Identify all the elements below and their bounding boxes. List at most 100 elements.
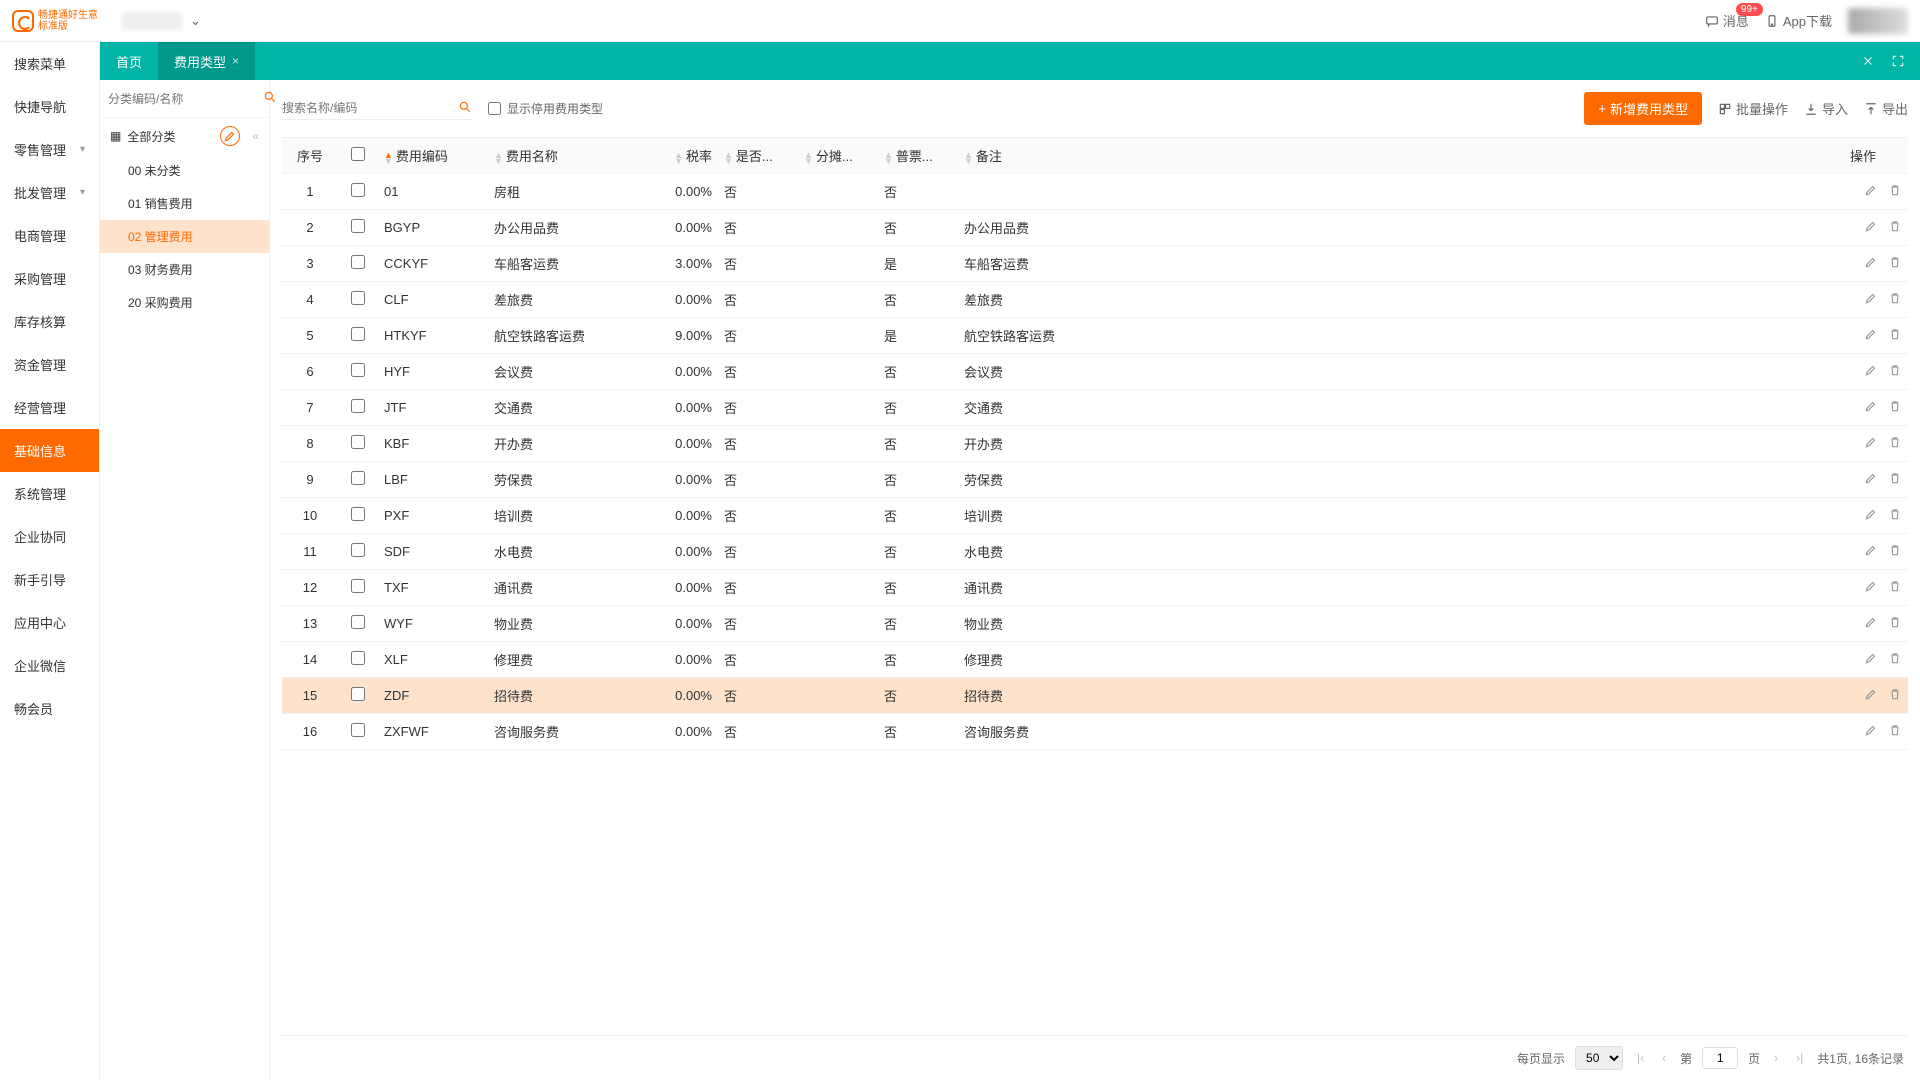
select-all-checkbox[interactable] bbox=[351, 147, 365, 161]
table-row[interactable]: 8KBF开办费0.00%否否开办费 bbox=[282, 426, 1908, 462]
edit-icon[interactable] bbox=[1864, 615, 1878, 632]
show-disabled-checkbox[interactable]: 显示停用费用类型 bbox=[488, 100, 603, 117]
edit-icon[interactable] bbox=[1864, 543, 1878, 560]
delete-icon[interactable] bbox=[1888, 183, 1902, 200]
edit-icon[interactable] bbox=[1864, 435, 1878, 452]
row-checkbox[interactable] bbox=[351, 399, 365, 413]
delete-icon[interactable] bbox=[1888, 363, 1902, 380]
search-icon[interactable] bbox=[458, 100, 472, 117]
edit-icon[interactable] bbox=[1864, 255, 1878, 272]
sidebar-item[interactable]: 快捷导航 bbox=[0, 85, 99, 128]
sidebar-item[interactable]: 系统管理 bbox=[0, 472, 99, 515]
table-row[interactable]: 101房租0.00%否否 bbox=[282, 174, 1908, 210]
per-page-select[interactable]: 50 bbox=[1575, 1046, 1623, 1070]
sidebar-item[interactable]: 企业协同 bbox=[0, 515, 99, 558]
category-item[interactable]: 03 财务费用 bbox=[100, 253, 269, 286]
edit-category-button[interactable] bbox=[220, 126, 240, 146]
edit-icon[interactable] bbox=[1864, 363, 1878, 380]
pager-first-icon[interactable]: |‹ bbox=[1633, 1051, 1648, 1065]
edit-icon[interactable] bbox=[1864, 399, 1878, 416]
collapse-panel-icon[interactable]: « bbox=[252, 129, 259, 143]
sidebar-item[interactable]: 搜索菜单 bbox=[0, 42, 99, 85]
sidebar-item[interactable]: 企业微信 bbox=[0, 644, 99, 687]
show-disabled-checkbox-input[interactable] bbox=[488, 102, 501, 115]
row-checkbox[interactable] bbox=[351, 543, 365, 557]
user-avatar-blurred[interactable] bbox=[1848, 8, 1908, 34]
pager-last-icon[interactable]: ›| bbox=[1792, 1051, 1807, 1065]
table-row[interactable]: 10PXF培训费0.00%否否培训费 bbox=[282, 498, 1908, 534]
tab-close-all-icon[interactable] bbox=[1858, 51, 1878, 71]
table-row[interactable]: 12TXF通讯费0.00%否否通讯费 bbox=[282, 570, 1908, 606]
batch-action-button[interactable]: 批量操作 bbox=[1718, 99, 1788, 118]
export-button[interactable]: 导出 bbox=[1864, 99, 1908, 118]
delete-icon[interactable] bbox=[1888, 579, 1902, 596]
import-button[interactable]: 导入 bbox=[1804, 99, 1848, 118]
col-name[interactable]: ▲▼费用名称 bbox=[488, 138, 638, 174]
edit-icon[interactable] bbox=[1864, 687, 1878, 704]
table-row[interactable]: 6HYF会议费0.00%否否会议费 bbox=[282, 354, 1908, 390]
fullscreen-icon[interactable] bbox=[1888, 51, 1908, 71]
edit-icon[interactable] bbox=[1864, 183, 1878, 200]
sidebar-item[interactable]: 零售管理▾ bbox=[0, 128, 99, 171]
row-checkbox[interactable] bbox=[351, 579, 365, 593]
row-checkbox[interactable] bbox=[351, 435, 365, 449]
sidebar-item[interactable]: 新手引导 bbox=[0, 558, 99, 601]
category-item[interactable]: 02 管理费用 bbox=[100, 220, 269, 253]
category-search-input[interactable] bbox=[108, 92, 263, 106]
edit-icon[interactable] bbox=[1864, 327, 1878, 344]
table-row[interactable]: 14XLF修理费0.00%否否修理费 bbox=[282, 642, 1908, 678]
col-ticket[interactable]: ▲▼普票... bbox=[878, 138, 958, 174]
app-download-button[interactable]: App下载 bbox=[1765, 11, 1832, 30]
delete-icon[interactable] bbox=[1888, 471, 1902, 488]
row-checkbox[interactable] bbox=[351, 327, 365, 341]
delete-icon[interactable] bbox=[1888, 687, 1902, 704]
sidebar-item[interactable]: 资金管理 bbox=[0, 343, 99, 386]
table-row[interactable]: 15ZDF招待费0.00%否否招待费 bbox=[282, 678, 1908, 714]
sidebar-item[interactable]: 采购管理 bbox=[0, 257, 99, 300]
table-row[interactable]: 5HTKYF航空铁路客运费9.00%否是航空铁路客运费 bbox=[282, 318, 1908, 354]
message-button[interactable]: 消息 99+ bbox=[1705, 11, 1749, 30]
col-remark[interactable]: ▲▼备注 bbox=[958, 138, 1818, 174]
row-checkbox[interactable] bbox=[351, 363, 365, 377]
row-checkbox[interactable] bbox=[351, 723, 365, 737]
row-checkbox[interactable] bbox=[351, 651, 365, 665]
edit-icon[interactable] bbox=[1864, 291, 1878, 308]
edit-icon[interactable] bbox=[1864, 579, 1878, 596]
edit-icon[interactable] bbox=[1864, 507, 1878, 524]
delete-icon[interactable] bbox=[1888, 435, 1902, 452]
edit-icon[interactable] bbox=[1864, 723, 1878, 740]
sidebar-item[interactable]: 电商管理 bbox=[0, 214, 99, 257]
delete-icon[interactable] bbox=[1888, 255, 1902, 272]
table-row[interactable]: 11SDF水电费0.00%否否水电费 bbox=[282, 534, 1908, 570]
col-rate[interactable]: ▲▼税率 bbox=[638, 138, 718, 174]
row-checkbox[interactable] bbox=[351, 291, 365, 305]
pager-prev-icon[interactable]: ‹ bbox=[1658, 1051, 1670, 1065]
table-row[interactable]: 16ZXFWF咨询服务费0.00%否否咨询服务费 bbox=[282, 714, 1908, 750]
edit-icon[interactable] bbox=[1864, 219, 1878, 236]
delete-icon[interactable] bbox=[1888, 507, 1902, 524]
delete-icon[interactable] bbox=[1888, 723, 1902, 740]
delete-icon[interactable] bbox=[1888, 291, 1902, 308]
edit-icon[interactable] bbox=[1864, 471, 1878, 488]
sidebar-item[interactable]: 批发管理▾ bbox=[0, 171, 99, 214]
category-item[interactable]: 20 采购费用 bbox=[100, 286, 269, 319]
col-check[interactable] bbox=[338, 138, 378, 174]
delete-icon[interactable] bbox=[1888, 543, 1902, 560]
sidebar-item[interactable]: 基础信息 bbox=[0, 429, 99, 472]
row-checkbox[interactable] bbox=[351, 507, 365, 521]
delete-icon[interactable] bbox=[1888, 651, 1902, 668]
row-checkbox[interactable] bbox=[351, 471, 365, 485]
sidebar-item[interactable]: 库存核算 bbox=[0, 300, 99, 343]
table-row[interactable]: 2BGYP办公用品费0.00%否否办公用品费 bbox=[282, 210, 1908, 246]
tab[interactable]: 首页 bbox=[100, 42, 158, 80]
page-input[interactable] bbox=[1702, 1047, 1738, 1069]
table-search-input[interactable] bbox=[282, 97, 458, 119]
table-row[interactable]: 9LBF劳保费0.00%否否劳保费 bbox=[282, 462, 1908, 498]
table-row[interactable]: 3CCKYF车船客运费3.00%否是车船客运费 bbox=[282, 246, 1908, 282]
category-item[interactable]: 01 销售费用 bbox=[100, 187, 269, 220]
close-icon[interactable]: × bbox=[232, 54, 239, 68]
pager-next-icon[interactable]: › bbox=[1770, 1051, 1782, 1065]
category-item[interactable]: 00 未分类 bbox=[100, 154, 269, 187]
col-isx[interactable]: ▲▼是否... bbox=[718, 138, 798, 174]
col-allot[interactable]: ▲▼分摊... bbox=[798, 138, 878, 174]
